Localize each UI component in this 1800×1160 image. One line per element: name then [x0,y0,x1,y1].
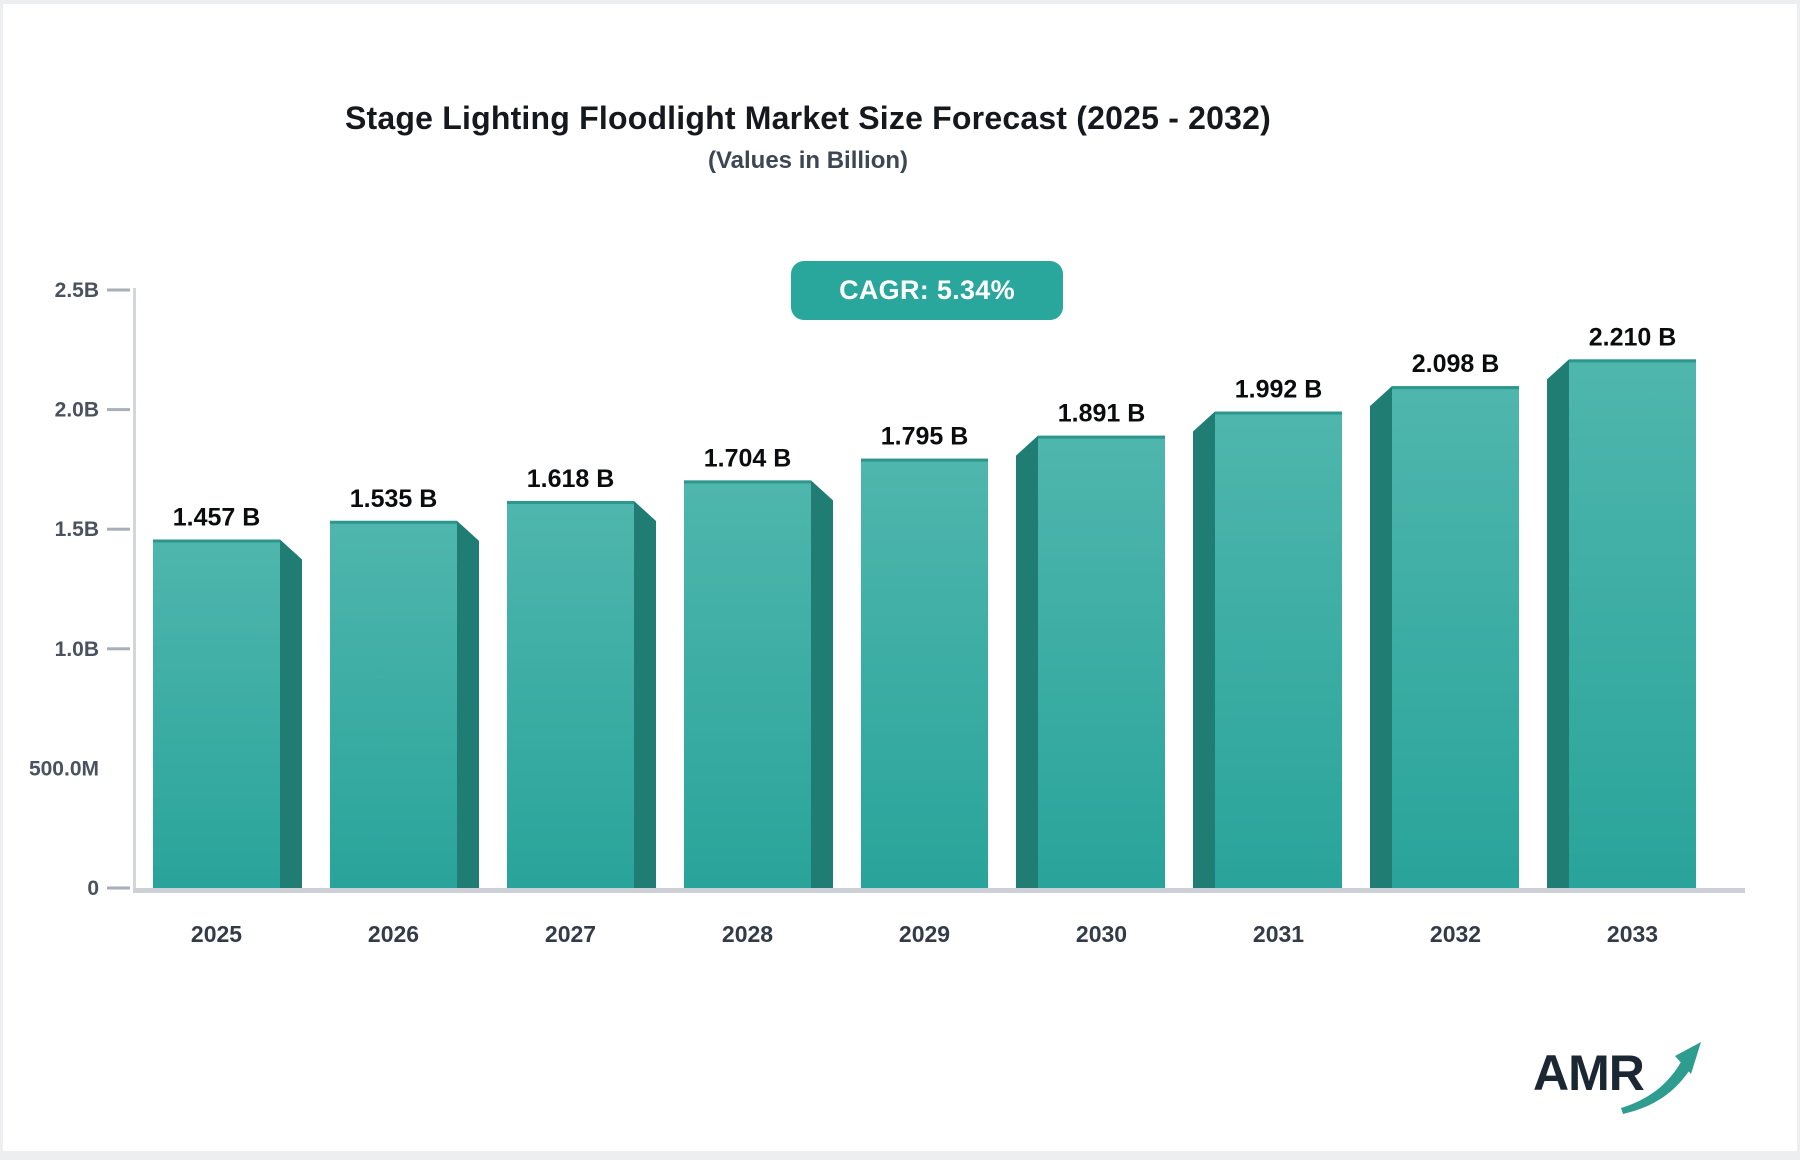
amr-logo-text: AMR [1533,1045,1645,1101]
bar [1038,435,1165,888]
cagr-badge-label: CAGR: 5.34% [839,275,1015,305]
y-tick-label: 0 [87,877,99,900]
y-tick-label: 1.0B [55,638,99,661]
cagr-badge: CAGR: 5.34% [791,261,1063,320]
bar-top-edge [330,520,457,524]
y-tick-label: 1.5B [55,518,99,541]
bar-side [1193,411,1215,888]
chart-title: Stage Lighting Floodlight Market Size Fo… [345,100,1271,136]
bar-side [1547,359,1569,888]
bar-value-label: 1.795 B [881,423,969,451]
bar-top-edge [861,458,988,462]
bar-top-edge [1392,386,1519,390]
y-tick-dash [107,288,130,292]
chart-subtitle: (Values in Billion) [707,147,909,174]
bar-top-edge [684,480,811,484]
y-tick-dash [107,647,130,651]
bar-value-label: 2.210 B [1589,323,1677,351]
bar-value-label: 1.891 B [1058,400,1146,428]
bar-group-2026: 1.535 B 2026 [330,485,479,947]
bar-side [280,539,302,888]
bar-value-label: 2.098 B [1412,350,1500,378]
bar-group-2029: 1.795 B 2029 [861,423,988,947]
amr-logo: AMR [1525,1032,1701,1122]
bar-value-label: 1.704 B [704,444,792,472]
y-axis-line [133,288,136,893]
bar-value-label: 1.618 B [527,465,615,493]
bar [1392,386,1519,888]
bar-group-2030: 1.891 B 2030 [1016,400,1165,947]
bar-chart: 2.5B 2.0B 1.5B 1.0B 500.0M 0 1.457 B 2025 1.535… [29,279,1745,947]
bar-value-label: 1.457 B [173,503,261,531]
axes: 2.5B 2.0B 1.5B 1.0B 500.0M 0 [29,279,1745,900]
bar-value-label: 1.992 B [1235,376,1323,404]
bar [153,539,280,888]
bar-side [1370,386,1392,888]
x-tick-label: 2028 [722,921,773,947]
bar-group-2033: 2.210 B 2033 [1547,323,1696,947]
bar-side [457,520,479,888]
bar-top-edge [1215,411,1342,415]
x-tick-label: 2031 [1253,921,1304,947]
bar-value-label: 1.535 B [350,485,438,513]
bar-group-2032: 2.098 B 2032 [1370,350,1519,947]
bar [507,500,634,888]
bars: 1.457 B 2025 1.535 B 2026 1.618 B 2027 1.704 B… [153,323,1696,947]
x-tick-label: 2026 [368,921,419,947]
y-tick-label: 500.0M [29,757,99,780]
x-tick-label: 2025 [191,921,242,947]
chart-card: Stage Lighting Floodlight Market Size Fo… [3,4,1797,1151]
y-tick-label: 2.0B [55,399,99,422]
bar-group-2025: 1.457 B 2025 [153,503,302,947]
growth-arrow-icon [1621,1042,1701,1114]
bar [1569,359,1696,888]
bar-top-edge [1038,435,1165,439]
x-tick-label: 2029 [899,921,950,947]
bar-group-2027: 1.618 B 2027 [507,465,656,947]
x-tick-label: 2027 [545,921,596,947]
bar-top-edge [507,500,634,504]
bar-side [811,480,833,888]
bar [330,520,457,888]
bar [861,458,988,888]
y-tick-dash [107,886,130,890]
y-tick-dash [107,527,130,531]
bar [684,480,811,888]
x-tick-label: 2033 [1607,921,1658,947]
y-tick-dash [107,408,130,412]
bar-side [634,500,656,888]
bar-top-edge [153,539,280,543]
bar-group-2031: 1.992 B 2031 [1193,376,1342,947]
bar-side [1016,435,1038,888]
x-axis-line [133,888,1745,893]
bar [1215,411,1342,888]
x-tick-label: 2030 [1076,921,1127,947]
bar-top-edge [1569,359,1696,363]
chart-header: Stage Lighting Floodlight Market Size Fo… [3,98,1613,176]
x-tick-label: 2032 [1430,921,1481,947]
bar-group-2028: 1.704 B 2028 [684,444,833,947]
y-tick-label: 2.5B [55,279,99,302]
